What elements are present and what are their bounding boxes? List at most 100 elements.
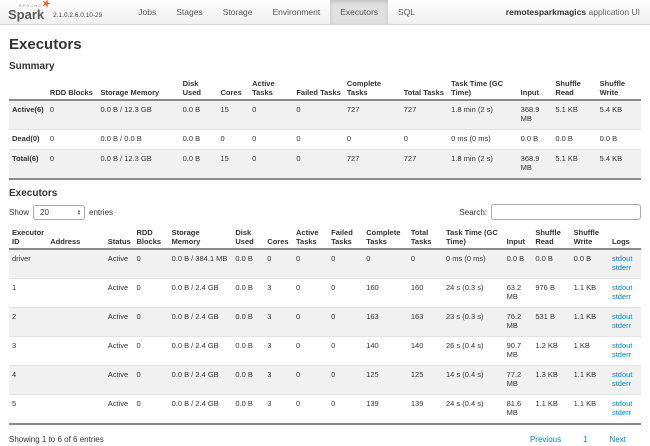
summary-heading: Summary bbox=[9, 61, 55, 72]
column-header[interactable]: Executor ID bbox=[9, 226, 48, 250]
executor-cell: 0 bbox=[328, 336, 364, 366]
executor-cell bbox=[47, 248, 105, 279]
executor-cell: 0 bbox=[293, 307, 329, 337]
stdout-link[interactable]: stdout bbox=[611, 370, 633, 379]
column-header: Active Tasks bbox=[249, 77, 294, 101]
spark-version: 2.1.0.2.6.0.10-29 bbox=[53, 11, 103, 19]
column-header[interactable]: Status bbox=[104, 226, 134, 250]
stderr-link[interactable]: stderr bbox=[611, 263, 632, 272]
tab-environment[interactable]: Environment bbox=[272, 7, 321, 17]
column-header[interactable]: Cores bbox=[264, 226, 294, 250]
executor-cell: driver bbox=[9, 248, 48, 279]
stderr-link[interactable]: stderr bbox=[611, 292, 632, 301]
search-input[interactable] bbox=[491, 204, 641, 220]
tab-jobs[interactable]: Jobs bbox=[138, 7, 157, 17]
executor-row: 5 Active 0 0.0 B / 2.4 GB 0.0 B 3 0 0 139 139 24 s… bbox=[9, 394, 641, 424]
tab-storage[interactable]: Storage bbox=[222, 7, 253, 17]
stdout-link[interactable]: stdout bbox=[611, 283, 633, 292]
column-header[interactable]: Disk Used bbox=[232, 226, 265, 250]
select-stepper-icon: ▲ ▼ bbox=[77, 207, 82, 216]
summary-cell: 0 bbox=[293, 149, 344, 179]
executor-cell: 0 bbox=[133, 394, 169, 424]
executor-cell: 139 bbox=[363, 394, 408, 424]
executor-cell: 0 bbox=[293, 365, 329, 395]
tab-sql[interactable]: SQL bbox=[398, 7, 416, 17]
spark-wordmark: Spark bbox=[8, 6, 45, 22]
stderr-link[interactable]: stderr bbox=[611, 379, 632, 388]
executors-table: Executor ID Address Status RDD Blocks Storag… bbox=[9, 226, 641, 425]
column-header[interactable]: Input bbox=[503, 226, 533, 250]
column-header: Storage Memory bbox=[97, 77, 180, 101]
executor-cell: 1 KB bbox=[570, 336, 609, 366]
summary-cell: 727 bbox=[400, 99, 449, 130]
executor-cell: 3 bbox=[264, 394, 294, 424]
column-header[interactable]: Task Time (GC Time) bbox=[442, 226, 504, 250]
executor-cell: 0.0 B / 2.4 GB bbox=[168, 278, 233, 308]
summary-cell: 0 ms (0 ms) bbox=[448, 129, 518, 150]
summary-row: Active(6) 0 0.0 B / 12.3 GB 0.0 B 15 0 0 727 727… bbox=[9, 99, 641, 130]
executor-cell: 160 bbox=[407, 278, 443, 308]
executors-heading: Executors bbox=[9, 188, 58, 199]
column-header[interactable]: Active Tasks bbox=[293, 226, 329, 250]
column-header[interactable]: Shuffle Write bbox=[570, 226, 609, 250]
page-length-control: Show 20 ▲ ▼ entries bbox=[9, 204, 114, 220]
pagination-next[interactable]: Next bbox=[609, 435, 626, 444]
executor-cell: 81.6 MB bbox=[503, 394, 533, 424]
table-footer: Showing 1 to 6 of 6 entries Previous 1 N… bbox=[9, 433, 641, 446]
executor-cell: 24 s (0.3 s) bbox=[442, 278, 504, 308]
summary-cell: 0.0 B bbox=[596, 129, 641, 150]
entries-label: entries bbox=[89, 207, 114, 217]
column-header[interactable]: Storage Memory bbox=[168, 226, 233, 250]
pagination-previous[interactable]: Previous bbox=[529, 435, 562, 444]
summary-cell: 5.1 KB bbox=[552, 149, 597, 179]
executor-cell: 0 bbox=[293, 248, 329, 279]
executor-cell: 0 bbox=[328, 307, 364, 337]
stdout-link[interactable]: stdout bbox=[611, 312, 633, 321]
stdout-link[interactable]: stdout bbox=[611, 341, 633, 350]
executor-cell: 0 bbox=[133, 278, 169, 308]
logs-cell: stdout stderr bbox=[608, 278, 641, 308]
stderr-link[interactable]: stderr bbox=[611, 321, 632, 330]
column-header[interactable]: Shuffle Read bbox=[532, 226, 571, 250]
executor-cell: 1.2 KB bbox=[532, 336, 571, 366]
stderr-link[interactable]: stderr bbox=[611, 350, 632, 359]
summary-cell: 368.9 MB bbox=[517, 149, 553, 179]
executor-row: 4 Active 0 0.0 B / 2.4 GB 0.0 B 3 0 0 125 125 14 s… bbox=[9, 365, 641, 395]
column-header[interactable]: Total Tasks bbox=[407, 226, 443, 250]
executor-cell: Active bbox=[104, 307, 134, 337]
summary-header-row: RDD Blocks Storage Memory Disk Used Cores Ac… bbox=[9, 77, 641, 101]
executor-cell: 0.0 B bbox=[232, 336, 265, 366]
app-title-suffix: application UI bbox=[586, 7, 640, 17]
column-header[interactable]: RDD Blocks bbox=[133, 226, 169, 250]
executor-cell: Active bbox=[104, 394, 134, 424]
stdout-link[interactable]: stdout bbox=[611, 399, 633, 408]
stderr-link[interactable]: stderr bbox=[611, 408, 632, 417]
executor-cell: 160 bbox=[363, 278, 408, 308]
column-header[interactable]: Failed Tasks bbox=[328, 226, 364, 250]
executor-cell bbox=[47, 365, 105, 395]
tab-executors[interactable]: Executors bbox=[330, 0, 389, 24]
show-label: Show bbox=[9, 207, 30, 217]
summary-cell: 0.0 B / 12.3 GB bbox=[97, 99, 180, 130]
page-length-value: 20 bbox=[40, 207, 49, 217]
executor-cell: 976 B bbox=[532, 278, 571, 308]
executor-cell: 125 bbox=[407, 365, 443, 395]
executor-row: 2 Active 0 0.0 B / 2.4 GB 0.0 B 3 0 0 163 163 23 s… bbox=[9, 307, 641, 337]
column-header[interactable]: Address bbox=[47, 226, 105, 250]
pagination-page-1[interactable]: 1 bbox=[583, 435, 588, 444]
search-control: Search: bbox=[459, 204, 641, 220]
executor-cell: 0.0 B / 2.4 GB bbox=[168, 307, 233, 337]
column-header[interactable]: Logs bbox=[608, 226, 641, 250]
executor-cell: 0 bbox=[407, 248, 443, 279]
summary-row-label: Dead(0) bbox=[9, 129, 47, 150]
page-length-select[interactable]: 20 ▲ ▼ bbox=[33, 204, 86, 220]
summary-cell: 1.8 min (2 s) bbox=[448, 99, 518, 130]
column-header[interactable]: Complete Tasks bbox=[363, 226, 408, 250]
spark-logo[interactable]: APACHE Spark ★ bbox=[8, 0, 53, 24]
search-label: Search: bbox=[459, 207, 487, 217]
table-controls: Show 20 ▲ ▼ entries Search: bbox=[9, 204, 641, 220]
stdout-link[interactable]: stdout bbox=[611, 254, 633, 263]
tab-stages[interactable]: Stages bbox=[176, 7, 203, 17]
summary-table: RDD Blocks Storage Memory Disk Used Cores Ac… bbox=[9, 77, 641, 180]
executor-cell: Active bbox=[104, 365, 134, 395]
